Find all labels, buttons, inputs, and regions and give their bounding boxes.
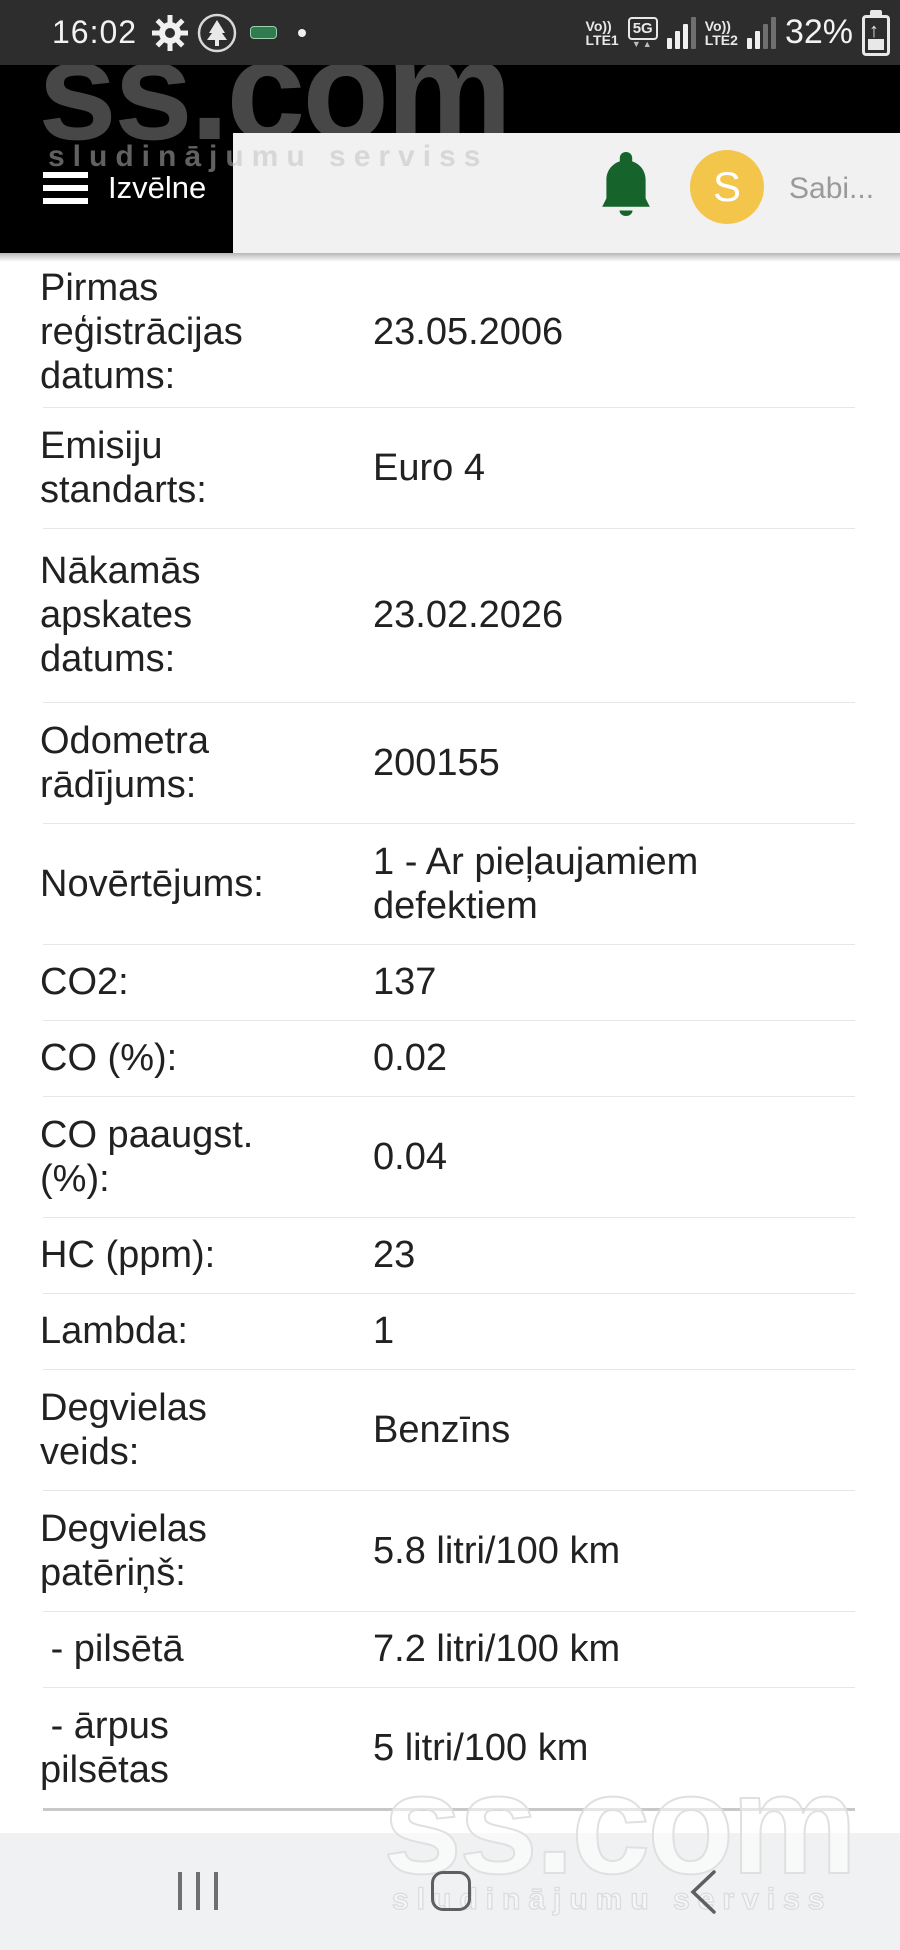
row-value: 137 <box>373 961 437 1003</box>
row-label: CO paaugst. (%): <box>40 1114 264 1200</box>
row-value: 1 - Ar pieļaujamiem defektiem <box>373 841 699 927</box>
row-divider <box>43 1611 855 1612</box>
row-divider <box>43 823 855 824</box>
row-divider <box>43 1096 855 1097</box>
row-label: Novērtējums: <box>40 863 264 905</box>
row-value: 23.05.2006 <box>373 311 564 353</box>
row-divider <box>43 528 855 529</box>
row-label: Degvielas veids: <box>40 1387 218 1473</box>
back-button-icon[interactable] <box>688 1869 718 1920</box>
table-row: - ārpus pilsētas 5 litri/100 km <box>0 1688 900 1808</box>
user-name[interactable]: Sabi... <box>789 172 875 205</box>
battery-percent: 32% <box>784 13 853 51</box>
clock: 16:02 <box>52 14 138 50</box>
row-label: Nākamās apskates datums: <box>40 550 212 680</box>
row-label: CO (%): <box>40 1037 178 1079</box>
row-value: 0.04 <box>373 1136 447 1178</box>
status-bar-right: Vo)) LTE1 5G ▼▲ Vo)) LTE2 32% ↑ <box>586 0 890 65</box>
row-value: 5 litri/100 km <box>373 1727 589 1769</box>
row-value: 23 <box>373 1234 416 1276</box>
table-row: Degvielas patēriņš: 5.8 litri/100 km <box>0 1491 900 1611</box>
row-divider <box>43 1293 855 1294</box>
signal-bars-2-icon <box>746 16 776 49</box>
status-bar: 16:02 <box>0 0 900 65</box>
row-label: Pirmas reģistrācijas datums: <box>40 267 254 397</box>
table-row: Nākamās apskates datums: 23.02.2026 <box>0 529 900 702</box>
vehicle-details-table: Pirmas reģistrācijas datums: 23.05.2006 … <box>0 262 900 1811</box>
volte2-indicator: Vo)) LTE2 <box>704 17 738 48</box>
row-value: 7.2 litri/100 km <box>373 1628 621 1670</box>
row-label: - pilsētā <box>40 1628 184 1670</box>
row-divider <box>43 407 855 408</box>
menu-label: Izvēlne <box>108 170 207 205</box>
header-shadow <box>0 253 900 262</box>
avatar-initial: S <box>712 163 741 210</box>
row-value: 23.02.2026 <box>373 594 564 636</box>
row-label: HC (ppm): <box>40 1234 216 1276</box>
table-row: Odometra rādījums: 200155 <box>0 703 900 823</box>
recents-button-icon[interactable] <box>178 1872 218 1910</box>
row-label: Emisiju standarts: <box>40 425 207 511</box>
row-label: Lambda: <box>40 1310 188 1352</box>
row-divider <box>43 1020 855 1021</box>
user-panel <box>233 133 900 253</box>
row-divider <box>43 944 855 945</box>
site-tagline-watermark: sludinājumu serviss sludinājumu serviss <box>48 140 489 173</box>
battery-charging-icon: ↑ <box>862 9 890 56</box>
tree-app-icon <box>196 12 238 59</box>
table-bottom-divider <box>43 1808 855 1811</box>
table-row: CO2: 137 <box>0 945 900 1020</box>
avatar[interactable]: S <box>690 150 764 224</box>
table-row: HC (ppm): 23 <box>0 1218 900 1293</box>
row-label: Degvielas patēriņš: <box>40 1508 218 1594</box>
recording-pill-icon <box>250 26 277 39</box>
menu-button[interactable]: Izvēlne <box>43 170 206 206</box>
signal-bars-1-icon <box>666 16 696 49</box>
table-row: CO paaugst. (%): 0.04 <box>0 1097 900 1217</box>
table-row: CO (%): 0.02 <box>0 1021 900 1096</box>
android-nav-bar <box>0 1833 900 1950</box>
gear-icon <box>150 13 190 58</box>
notifications-bell-icon[interactable] <box>602 150 650 233</box>
row-label: CO2: <box>40 961 129 1003</box>
table-row: Novērtējums: 1 - Ar pieļaujamiem defekti… <box>0 824 900 944</box>
table-row: Lambda: 1 <box>0 1294 900 1369</box>
row-value: 1 <box>373 1310 395 1352</box>
row-label: - ārpus pilsētas <box>40 1705 180 1791</box>
row-divider <box>43 1490 855 1491</box>
row-divider <box>43 1217 855 1218</box>
table-row: - pilsētā 7.2 litri/100 km <box>0 1612 900 1687</box>
row-divider <box>43 1369 855 1370</box>
row-value: 0.02 <box>373 1037 447 1079</box>
hamburger-icon <box>43 172 88 204</box>
row-label: Odometra rādījums: <box>40 720 220 806</box>
android-nav-buttons <box>0 1833 900 1950</box>
volte1-indicator: Vo)) LTE1 <box>585 17 619 48</box>
row-divider <box>43 702 855 703</box>
network-5g-icon: 5G ▼▲ <box>627 16 658 49</box>
row-value: 5.8 litri/100 km <box>373 1530 621 1572</box>
notification-dot-icon <box>298 29 306 37</box>
row-value: Benzīns <box>373 1409 511 1451</box>
home-button-icon[interactable] <box>431 1871 471 1911</box>
table-row: Degvielas veids: Benzīns <box>0 1370 900 1490</box>
table-row: Emisiju standarts: Euro 4 <box>0 408 900 528</box>
row-value: Euro 4 <box>373 447 485 489</box>
row-value: 200155 <box>373 742 500 784</box>
row-divider <box>43 1687 855 1688</box>
table-row: Pirmas reģistrācijas datums: 23.05.2006 <box>0 262 900 407</box>
